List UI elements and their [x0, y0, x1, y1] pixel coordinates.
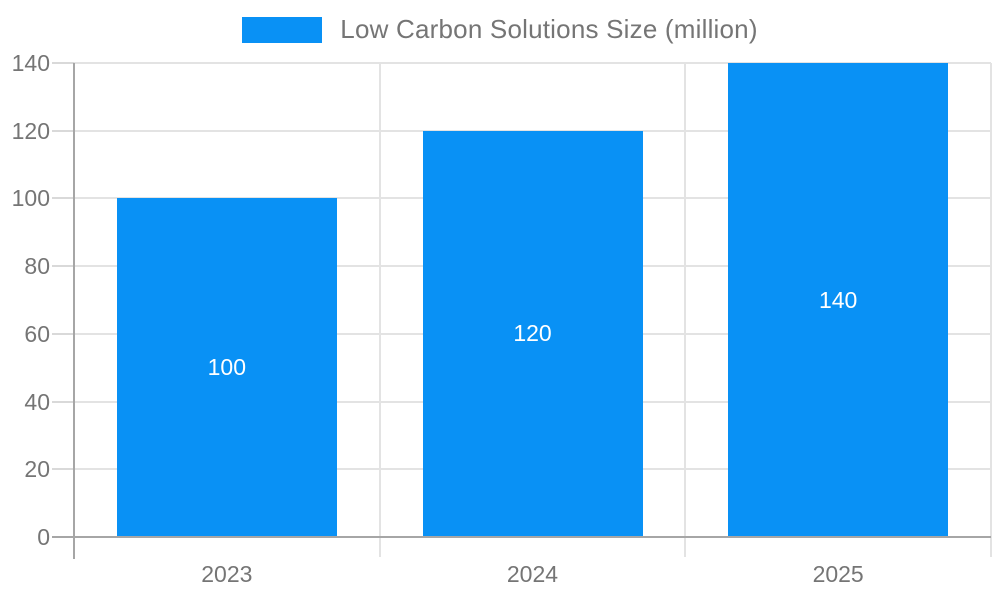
y-axis-tick — [52, 468, 74, 471]
y-axis-tick — [52, 265, 74, 268]
bar-2024[interactable]: 120 — [422, 130, 643, 537]
x-gridline — [378, 63, 381, 557]
y-axis-tick — [52, 197, 74, 200]
y-axis-tick-label: 100 — [11, 185, 50, 212]
bar-2023[interactable]: 100 — [116, 198, 337, 537]
y-axis-tick — [52, 129, 74, 132]
y-axis-tick — [52, 62, 74, 64]
y-axis-tick — [52, 332, 74, 335]
y-axis-tick — [52, 400, 74, 403]
x-axis-line — [52, 536, 991, 538]
legend-label[interactable]: Low Carbon Solutions Size (million) — [340, 14, 758, 44]
x-axis-tick-label: 2024 — [506, 561, 559, 587]
legend-swatch-icon[interactable] — [242, 16, 323, 43]
y-gridline — [74, 62, 991, 64]
chart-legend: Low Carbon Solutions Size (million) — [0, 14, 1000, 45]
y-axis-line — [73, 63, 75, 559]
bar-2025[interactable]: 140 — [728, 63, 949, 537]
y-axis-tick-label: 60 — [24, 320, 50, 347]
x-gridline — [990, 63, 992, 557]
y-axis-tick-label: 80 — [24, 253, 50, 280]
bar-value-label: 120 — [513, 320, 552, 347]
y-axis-tick-label: 120 — [11, 117, 50, 144]
x-axis-tick-label: 2023 — [201, 561, 253, 587]
y-axis-tick-label: 40 — [24, 388, 50, 415]
bar-value-label: 140 — [818, 286, 858, 313]
y-axis-tick-label: 20 — [24, 456, 50, 483]
x-gridline — [684, 63, 687, 557]
y-axis-tick-label: 0 — [37, 524, 50, 550]
bar-value-label: 100 — [207, 354, 247, 381]
x-axis-tick-label: 2025 — [812, 561, 864, 587]
y-axis-tick-label: 140 — [11, 50, 50, 76]
